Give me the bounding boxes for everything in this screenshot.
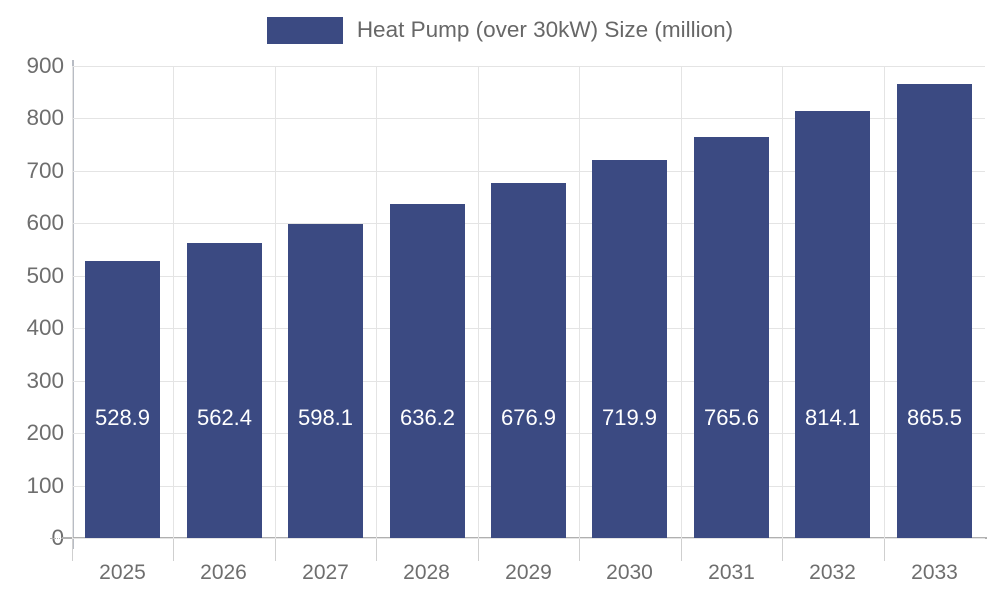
plot-area: 528.9 562.4 598.1 636.2 676.9 719.9 765.6 814.1… [72,66,985,539]
y-axis-tick-label: 800 [26,105,64,131]
x-axis-tick-mark [782,539,783,561]
bar[interactable] [288,224,363,538]
chart-legend: Heat Pump (over 30kW) Size (million) [0,12,1000,48]
x-axis-tick-mark [681,539,682,561]
bar[interactable] [795,111,870,538]
bar[interactable] [187,243,262,538]
gridline-vertical [782,66,783,538]
y-axis-tick-label: 200 [26,420,64,446]
y-axis-tick-label: 700 [26,157,64,183]
x-axis-tick-mark [579,539,580,561]
gridline-vertical [681,66,682,538]
bar-value-label: 598.1 [297,405,354,430]
bar-value-label: 814.1 [804,405,861,430]
y-axis-tick-label: 100 [26,472,64,498]
legend-color-swatch-icon [266,16,343,44]
gridline-horizontal [72,66,985,67]
x-axis-tick-label: 2025 [99,561,146,584]
legend-item-heat-pump[interactable]: Heat Pump (over 30kW) Size (million) [266,16,734,44]
bar[interactable] [897,84,972,538]
bar-value-label: 765.6 [703,405,760,430]
x-axis-line-extension [50,538,72,540]
gridline-vertical [376,66,377,538]
gridline-horizontal [72,170,985,172]
bar-value-label: 865.5 [906,405,963,430]
bar-value-label: 719.9 [601,405,658,430]
y-axis-tick-label: 400 [26,315,64,341]
bar[interactable] [390,204,465,538]
x-axis-tick-label: 2032 [809,561,856,584]
y-axis-tick-label: 300 [26,367,64,393]
x-axis-tick-mark [275,539,276,561]
bar-value-label: 528.9 [94,405,151,430]
x-axis-tick-mark [173,539,174,561]
gridline-vertical [275,66,276,538]
x-axis-tick-label: 2033 [911,561,958,584]
x-axis-tick-label: 2029 [505,561,552,584]
y-axis-tick-label: 0 [51,525,64,550]
bar[interactable] [592,160,667,538]
bar-value-label: 676.9 [500,405,557,430]
x-axis-tick-mark [884,539,885,561]
x-axis-tick-label: 2026 [200,561,247,584]
gridline-horizontal [72,538,985,539]
bar-value-label: 562.4 [196,405,253,430]
gridline-vertical [579,66,580,538]
y-axis-line [72,60,74,549]
x-axis-tick-label: 2027 [302,561,349,584]
legend-label: Heat Pump (over 30kW) Size (million) [356,16,734,42]
gridline-vertical [478,66,479,538]
y-axis-tick-label: 900 [26,53,64,78]
bar[interactable] [85,260,160,538]
y-axis-tick-label: 500 [26,262,64,288]
bar-value-label: 636.2 [399,405,456,430]
x-axis-tick-mark [72,539,73,561]
y-axis-tick-labels: 0 100 200 300 400 500 600 700 800 900 [0,0,64,600]
gridline-vertical [884,66,885,538]
x-axis-tick-label: 2028 [403,561,450,584]
gridline-vertical [72,66,73,538]
y-axis-tick-label: 600 [26,210,64,236]
x-axis-tick-label: 2031 [708,561,755,584]
bar[interactable] [694,136,769,538]
x-axis-tick-mark [478,539,479,561]
x-axis-tick-mark [376,539,377,561]
bar[interactable] [491,183,566,538]
gridline-vertical [173,66,174,538]
gridline-horizontal [72,118,985,120]
x-axis-tick-label: 2030 [606,561,653,584]
